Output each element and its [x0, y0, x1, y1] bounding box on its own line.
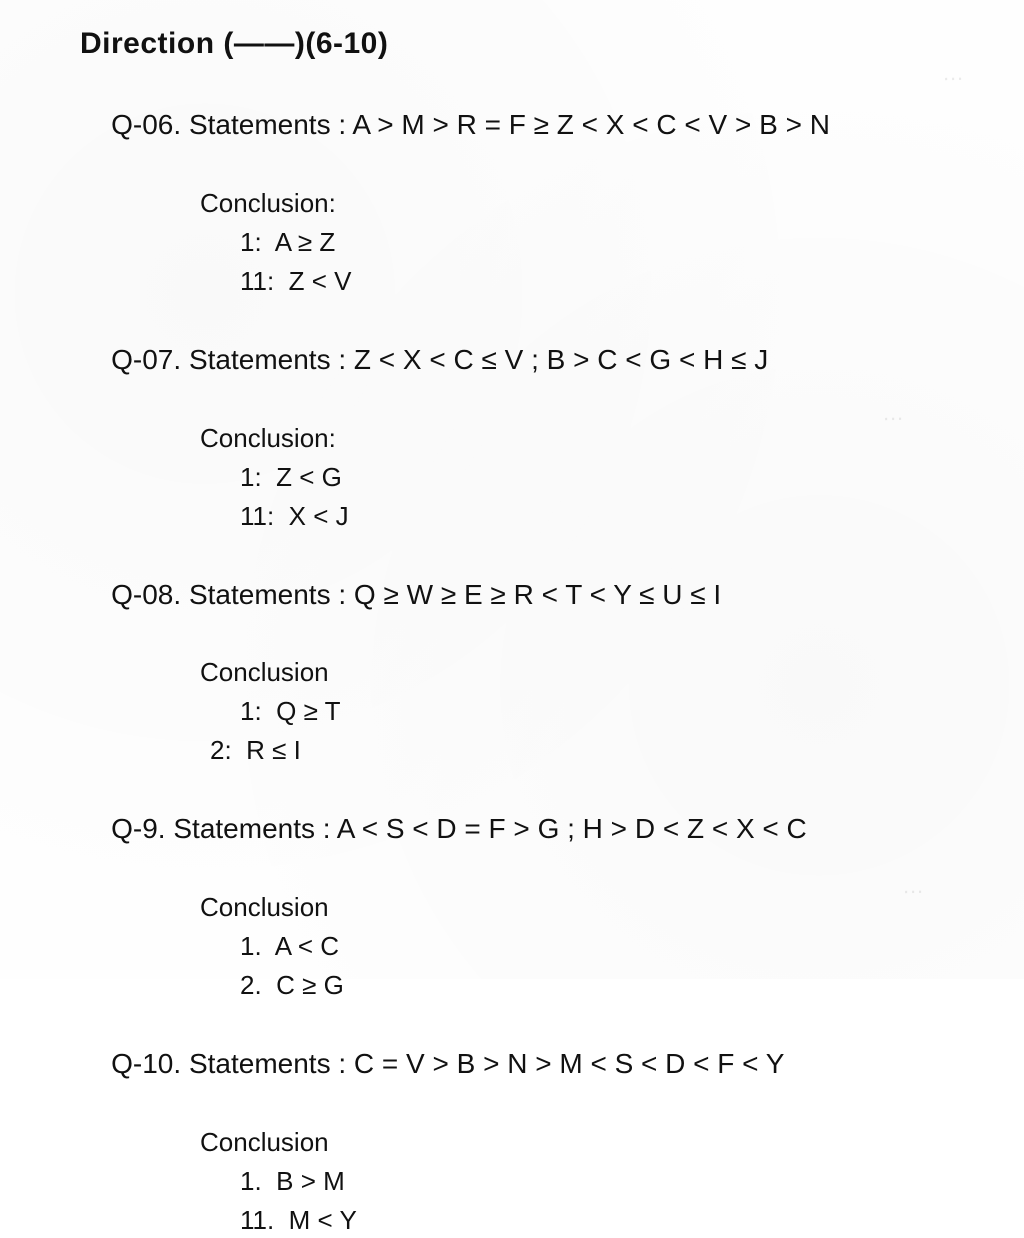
- q9-statement: Q-9. Statements : A < S < D = F > G ; H …: [80, 773, 984, 886]
- q6-label: Q-06.: [111, 109, 181, 140]
- q7-statements-text: Statements : Z < X < C ≤ V ; B > C < G <…: [189, 344, 768, 375]
- q7-conclusion-2: 11: X < J: [240, 499, 984, 534]
- q10-conclusion-1: 1. B > M: [240, 1164, 984, 1199]
- q6-conclusion-1: 1: A ≥ Z: [240, 225, 984, 260]
- q8-conclusion-1: 1: Q ≥ T: [240, 694, 984, 729]
- q7-conclusion-1: 1: Z < G: [240, 460, 984, 495]
- q7-label: Q-07.: [111, 344, 181, 375]
- q9-label: Q-9.: [111, 813, 165, 844]
- q7-statement: Q-07. Statements : Z < X < C ≤ V ; B > C…: [80, 303, 984, 416]
- q8-conclusion-2: 2: R ≤ I: [210, 733, 984, 768]
- q6-statements-text: Statements : A > M > R = F ≥ Z < X < C <…: [189, 109, 830, 140]
- q8-statements-text: Statements : Q ≥ W ≥ E ≥ R < T < Y ≤ U ≤…: [189, 579, 721, 610]
- q10-conclusion-2: 11. M < Y: [240, 1203, 984, 1238]
- q6-statement: Q-06. Statements : A > M > R = F ≥ Z < X…: [80, 69, 984, 182]
- q10-statements-text: Statements : C = V > B > N > M < S < D <…: [189, 1048, 785, 1079]
- q8-statement: Q-08. Statements : Q ≥ W ≥ E ≥ R < T < Y…: [80, 538, 984, 651]
- q9-statements-text: Statements : A < S < D = F > G ; H > D <…: [173, 813, 806, 844]
- q6-conclusion-2: 11: Z < V: [240, 264, 984, 299]
- q9-conclusion-2: 2. C ≥ G: [240, 968, 984, 1003]
- direction-heading: Direction (——)(6-10): [80, 24, 984, 65]
- q7-conclusion-label: Conclusion:: [200, 421, 984, 456]
- q6-conclusion-label: Conclusion:: [200, 186, 984, 221]
- q10-conclusion-label: Conclusion: [200, 1125, 984, 1160]
- q8-conclusion-label: Conclusion: [200, 655, 984, 690]
- handwritten-page: … … … Direction (——)(6-10) Q-06. Stateme…: [0, 0, 1024, 979]
- q10-statement: Q-10. Statements : C = V > B > N > M < S…: [80, 1007, 984, 1120]
- q9-conclusion-1: 1. A < C: [240, 929, 984, 964]
- q9-conclusion-label: Conclusion: [200, 890, 984, 925]
- q8-label: Q-08.: [111, 579, 181, 610]
- q10-label: Q-10.: [111, 1048, 181, 1079]
